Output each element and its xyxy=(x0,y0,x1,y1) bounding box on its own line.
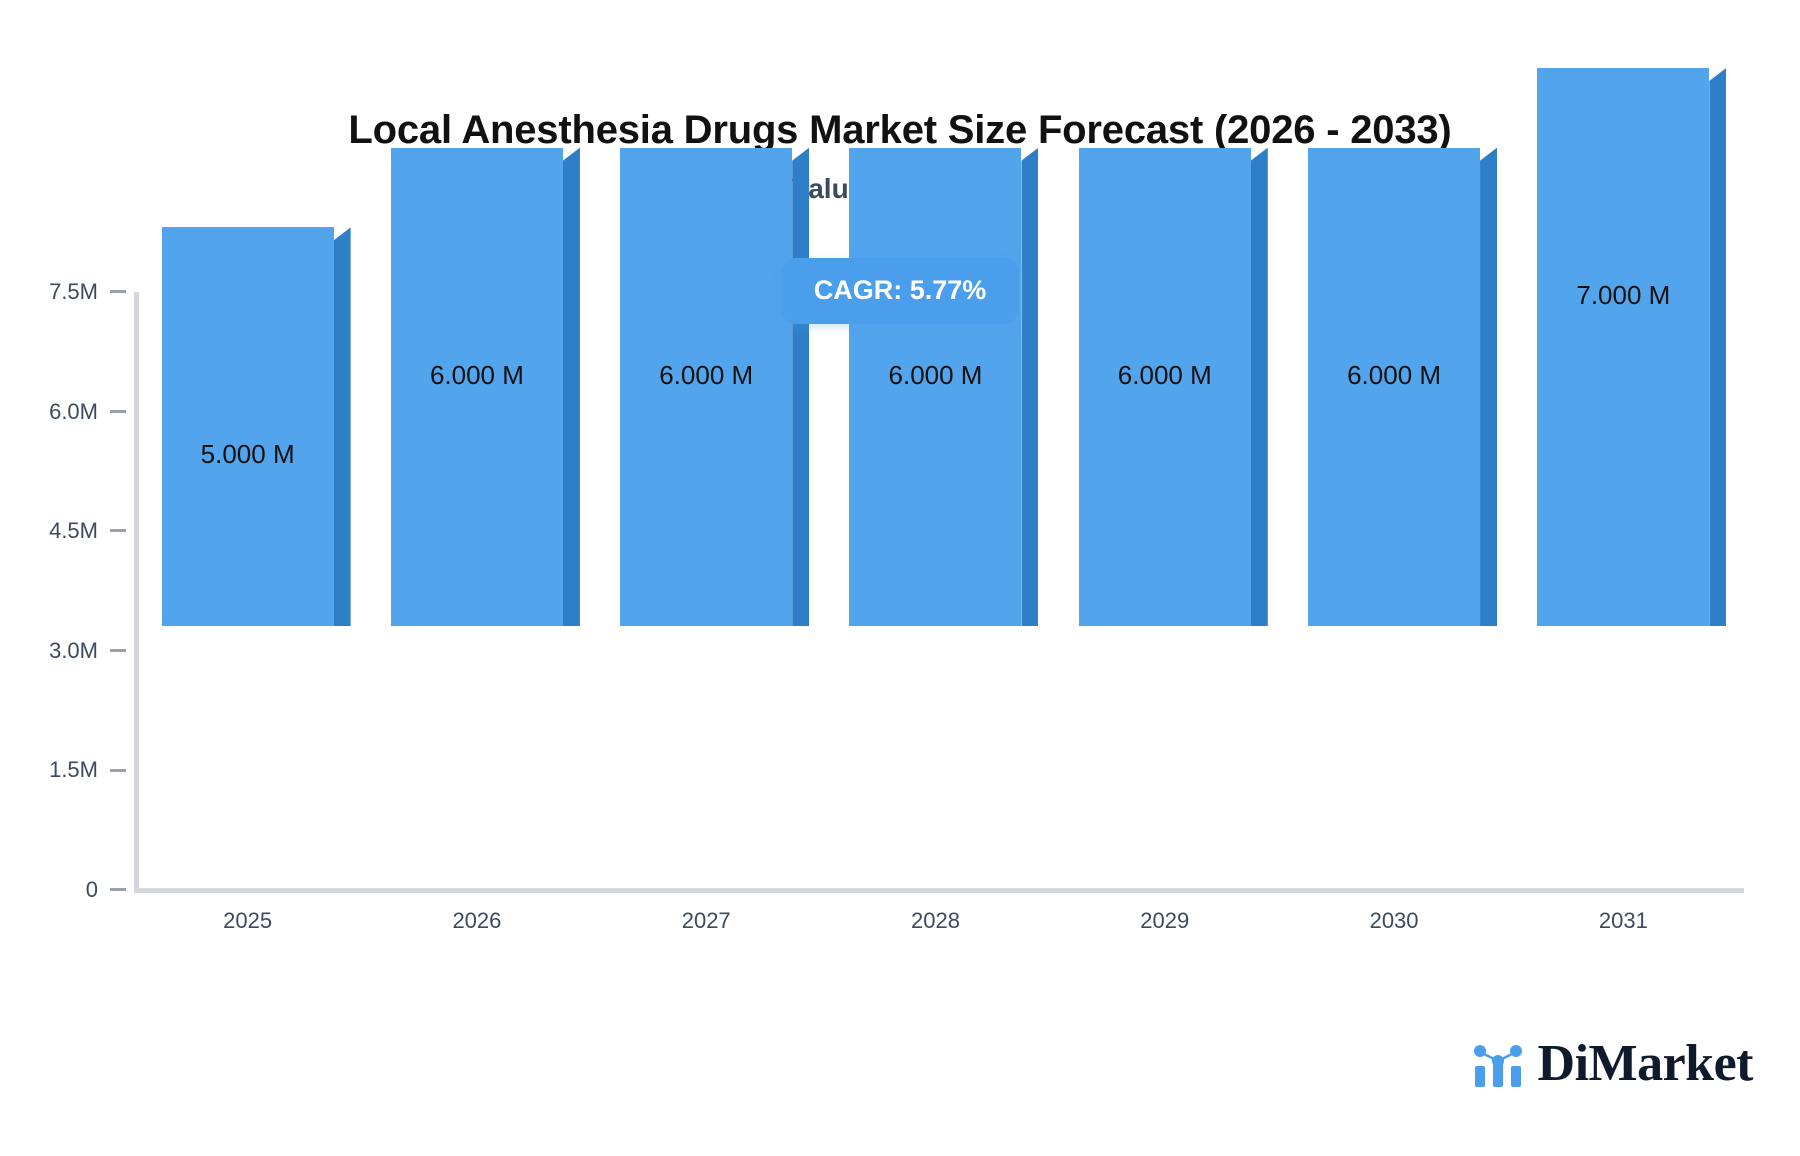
bar-group: 7.000 M 2031 xyxy=(1515,0,1744,933)
y-axis-tick-label: 1.5M xyxy=(49,757,98,783)
bar-chart-icon xyxy=(1473,1045,1522,1087)
bar-front-face xyxy=(849,147,1022,626)
brand-logo: DiMarket xyxy=(1472,1035,1754,1092)
bar-front-face xyxy=(390,147,563,626)
bar-group: 6.000 M 2027 xyxy=(598,0,827,933)
bar[interactable] xyxy=(1308,147,1498,626)
bar-value-label: 6.000 M xyxy=(1117,359,1212,390)
y-axis-tick-mark xyxy=(110,290,126,294)
y-axis-tick: 3.0M xyxy=(0,638,126,664)
x-axis-tick-label: 2025 xyxy=(223,908,273,933)
y-axis-tick: 4.5M xyxy=(0,518,126,544)
bar[interactable] xyxy=(390,147,580,626)
bar-front-face xyxy=(1308,147,1481,626)
bar[interactable] xyxy=(161,227,351,626)
bar-side-face xyxy=(1709,67,1727,626)
bar-side-face xyxy=(562,147,580,626)
bar-group: 6.000 M 2028 xyxy=(827,0,1056,933)
y-axis-tick: 6.0M xyxy=(0,399,126,425)
y-axis-line xyxy=(134,292,139,892)
y-axis-tick-label: 7.5M xyxy=(49,279,98,304)
y-axis-tick: 1.5M xyxy=(0,757,126,783)
bar-value-label: 5.000 M xyxy=(200,439,295,470)
y-axis-tick-mark xyxy=(110,529,126,533)
y-axis-tick-mark xyxy=(110,768,126,772)
bar[interactable] xyxy=(1078,147,1268,626)
bar-value-label: 7.000 M xyxy=(1576,279,1671,310)
bar-front-face xyxy=(1537,67,1710,626)
bar-group: 6.000 M 2029 xyxy=(1056,0,1285,933)
bar-value-label: 6.000 M xyxy=(1347,359,1442,390)
y-axis-tick-label: 6.0M xyxy=(49,398,98,424)
bar-side-face xyxy=(1021,147,1039,626)
bar-side-face xyxy=(1250,147,1268,626)
x-axis-line xyxy=(134,888,1744,893)
y-axis-tick: 7.5M xyxy=(0,279,126,305)
y-axis-tick-label: 4.5M xyxy=(49,518,98,544)
bar-value-label: 6.000 M xyxy=(888,359,983,390)
y-axis-tick-label: 0 xyxy=(85,877,98,902)
cagr-badge: CAGR: 5.77% xyxy=(781,258,1019,324)
bar-side-face xyxy=(333,227,351,626)
x-axis-tick-label: 2027 xyxy=(681,908,731,933)
x-axis-tick-label: 2028 xyxy=(911,908,960,933)
brand-name: DiMarket xyxy=(1537,1035,1754,1092)
bar-value-label: 6.000 M xyxy=(659,359,754,390)
bar-group: 6.000 M 2030 xyxy=(1285,0,1514,933)
bar-front-face xyxy=(1078,147,1251,626)
x-axis-tick-label: 2029 xyxy=(1140,908,1190,933)
bar-group: 6.000 M 2026 xyxy=(368,0,597,933)
bar-front-face xyxy=(620,147,793,626)
y-axis-tick-mark xyxy=(110,888,126,892)
y-axis-tick-label: 3.0M xyxy=(49,637,98,663)
bar[interactable] xyxy=(1537,67,1727,626)
x-axis-tick-label: 2026 xyxy=(452,908,502,933)
bar-group: 5.000 M 2025 xyxy=(139,0,368,933)
x-axis-tick-label: 2031 xyxy=(1598,908,1648,933)
bar-front-face xyxy=(161,227,334,626)
y-axis-tick: 0 xyxy=(0,877,126,903)
y-axis-tick-mark xyxy=(110,648,126,652)
bar[interactable] xyxy=(849,147,1039,626)
y-axis-tick-mark xyxy=(110,409,126,413)
x-axis-tick-label: 2030 xyxy=(1369,908,1419,933)
page-title: Local Anesthesia Drugs Market Size Forec… xyxy=(348,108,1452,152)
bar-value-label: 6.000 M xyxy=(429,359,524,390)
bar-series: 5.000 M 2025 6.000 M 2026 6.000 M 2027 6.000 M… xyxy=(139,0,1744,933)
bar-side-face xyxy=(792,147,810,626)
bar-side-face xyxy=(1480,147,1498,626)
